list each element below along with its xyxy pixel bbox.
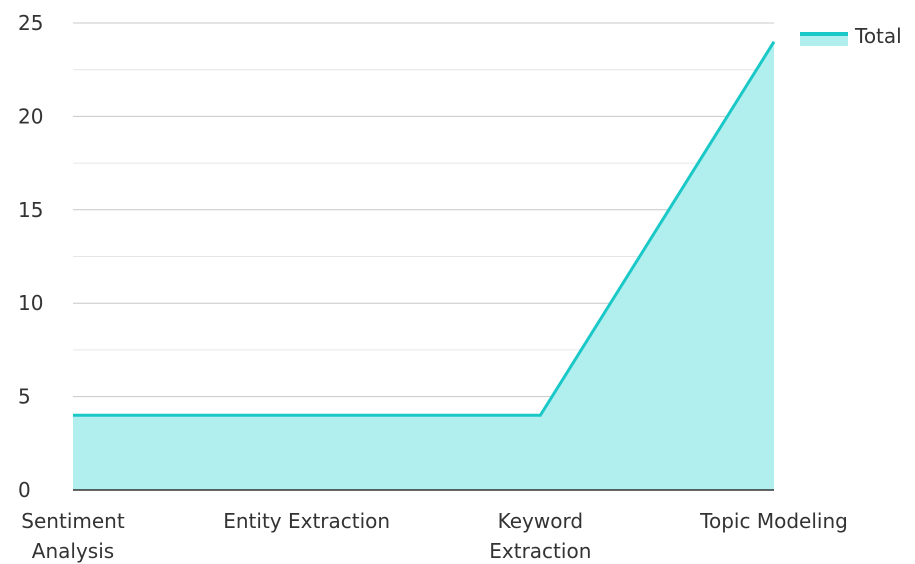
y-tick-label-5: 25 [18, 11, 43, 35]
legend-swatch-line [800, 32, 848, 36]
series-line-total [73, 40, 776, 417]
x-axis-tick-labels: Sentiment Analysis Entity Extraction Keywor… [21, 509, 848, 563]
x-tick-label-3: Topic Modeling [699, 509, 848, 533]
x-tick-label-1: Entity Extraction [223, 509, 390, 533]
y-tick-label-0: 0 [18, 478, 31, 502]
y-axis-tick-labels: 0 5 10 15 20 25 [18, 11, 43, 502]
y-tick-label-3: 15 [18, 198, 43, 222]
legend-label-total: Total [854, 24, 902, 48]
area-series [73, 40, 776, 491]
x-tick-label-0: Sentiment Analysis [21, 509, 125, 563]
y-tick-label-2: 10 [18, 291, 43, 315]
y-tick-label-1: 5 [18, 385, 31, 409]
legend: Total [800, 24, 902, 48]
y-tick-label-4: 20 [18, 104, 43, 128]
grid-lines [73, 22, 774, 444]
area-fill-total [73, 41, 774, 491]
x-tick-label-2: Keyword Extraction [489, 509, 591, 563]
